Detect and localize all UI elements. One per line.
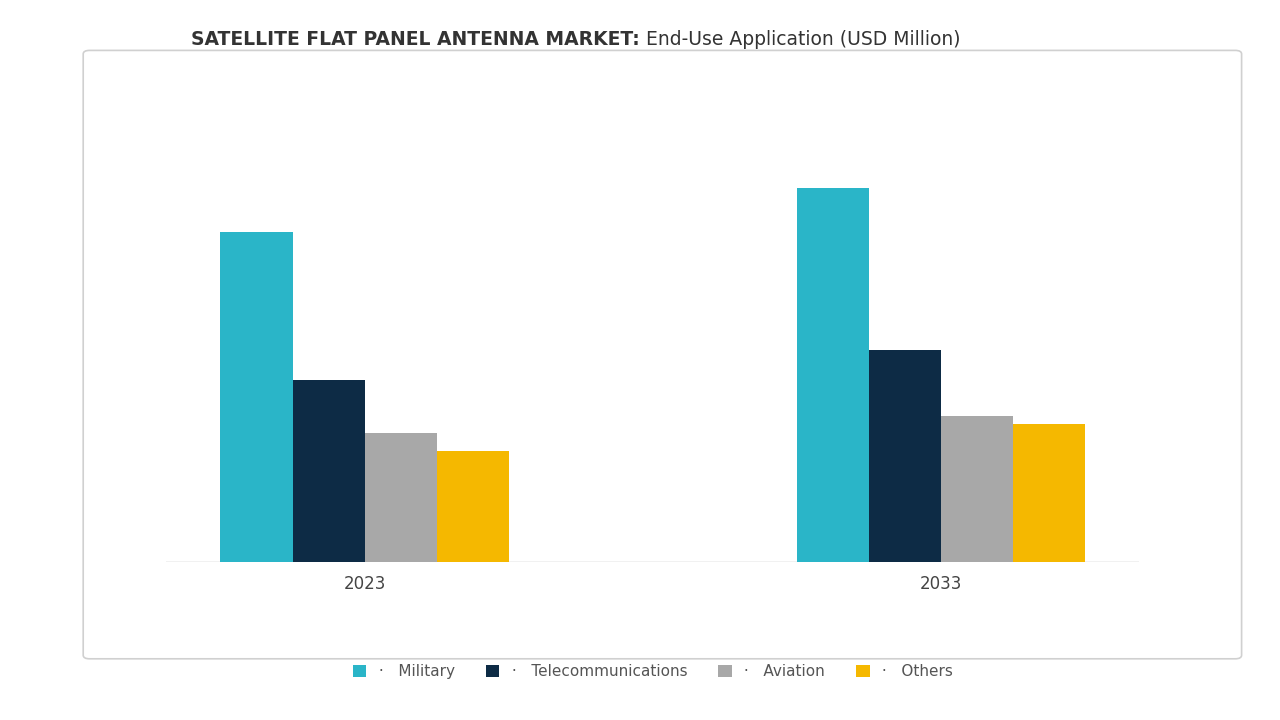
Legend:  ·   Military,  ·   Telecommunications,  ·   Aviation,  ·   Others: · Military, · Telecommunications, · Avia…	[352, 665, 954, 679]
Bar	[869, 351, 941, 562]
Bar	[941, 416, 1012, 562]
Bar	[293, 380, 365, 562]
Text: SATELLITE FLAT PANEL ANTENNA MARKET:: SATELLITE FLAT PANEL ANTENNA MARKET:	[191, 30, 640, 49]
Bar	[365, 433, 436, 562]
Bar	[797, 188, 869, 562]
Bar	[436, 451, 508, 562]
Bar	[220, 233, 293, 562]
Text: End-Use Application (USD Million): End-Use Application (USD Million)	[640, 30, 960, 49]
Bar	[1012, 425, 1085, 562]
